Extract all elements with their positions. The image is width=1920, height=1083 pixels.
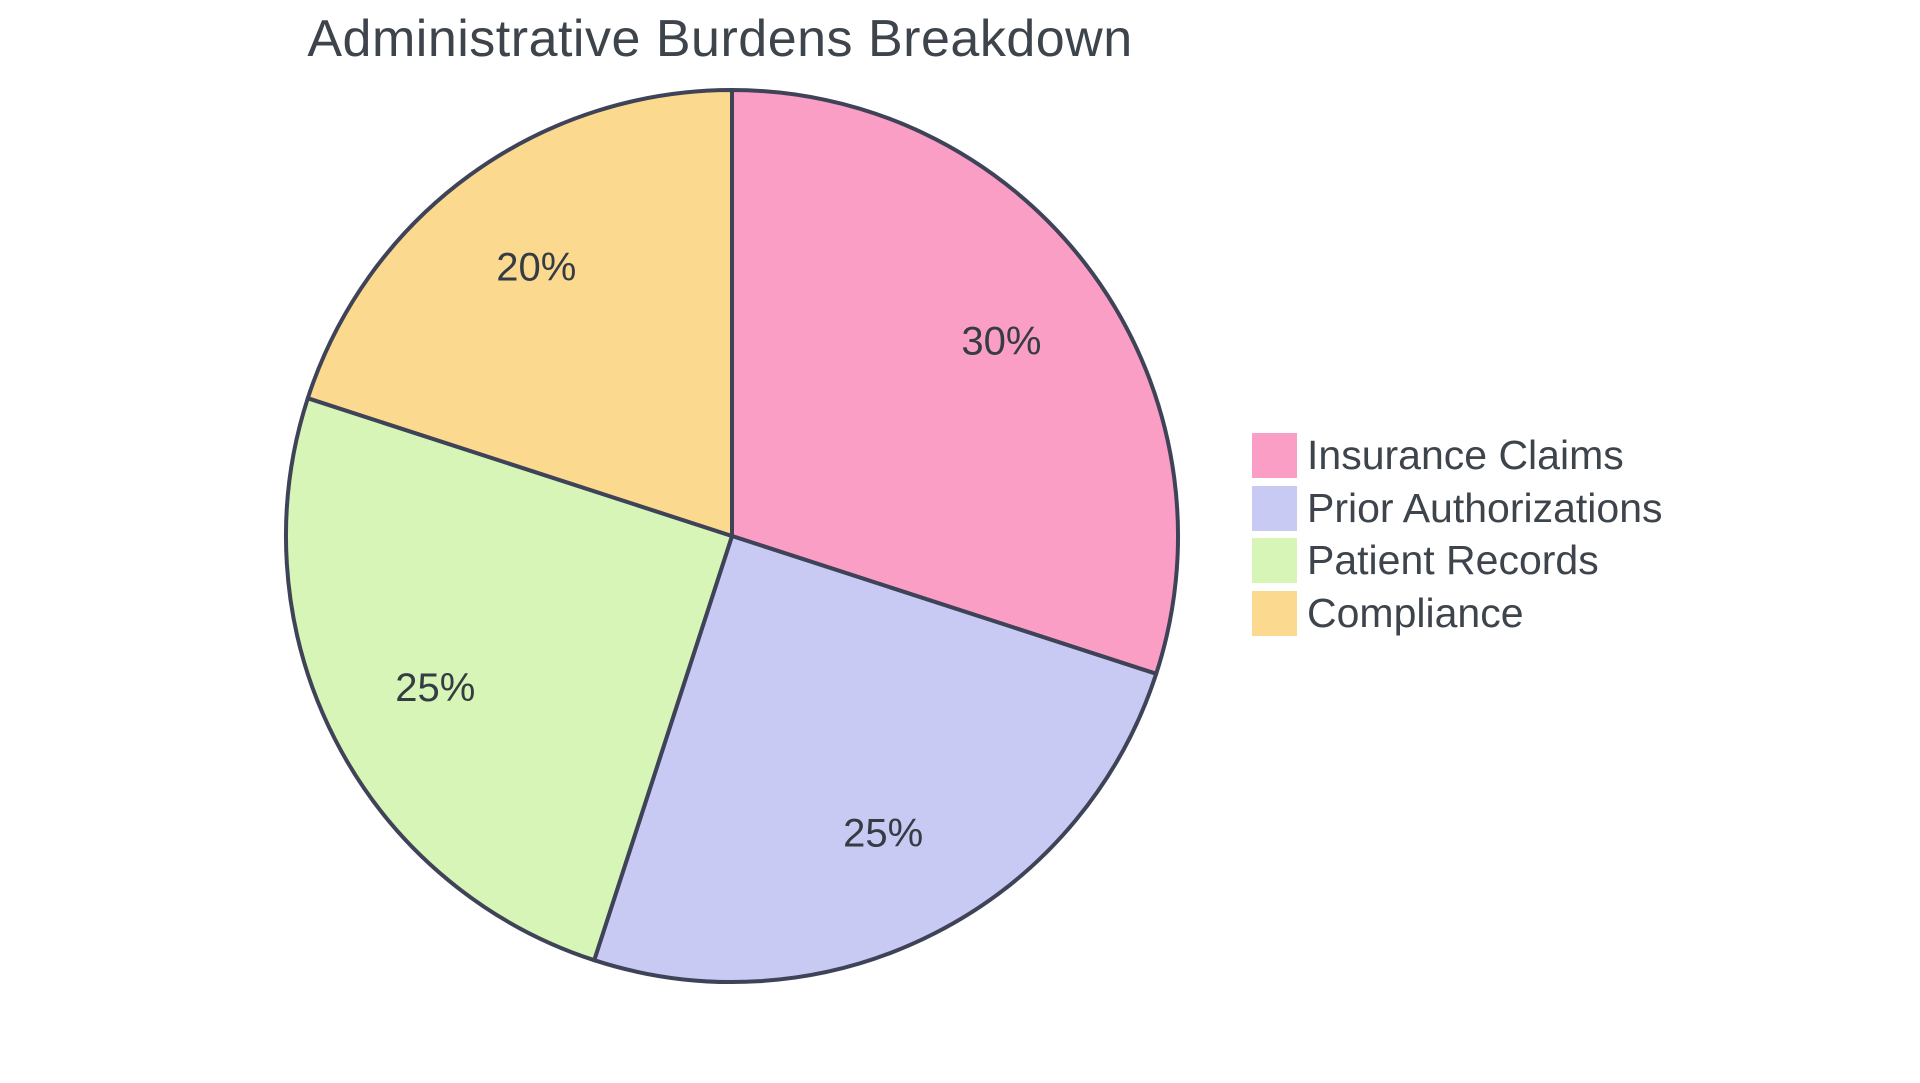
legend-swatch-insurance-claims: [1252, 433, 1297, 478]
legend-item-prior-authorizations[interactable]: Prior Authorizations: [1252, 484, 1663, 531]
chart-title: Administrative Burdens Breakdown: [307, 10, 1133, 68]
pie-slice-prior-authorizations: [592, 534, 1159, 985]
legend-swatch-prior-authorizations: [1252, 485, 1297, 531]
legend-label-insurance-claims: Insurance Claims: [1307, 432, 1624, 478]
legend-item-insurance-claims[interactable]: Insurance Claims: [1252, 433, 1663, 478]
legend-item-patient-records[interactable]: Patient Records: [1252, 538, 1663, 583]
legend-swatch-compliance: [1252, 590, 1297, 636]
legend-label-prior-authorizations: Prior Authorizations: [1307, 484, 1663, 531]
pie-slice-value-label-insurance-claims: 30%: [961, 319, 1041, 363]
pie-slice-value-label-compliance: 20%: [496, 246, 576, 290]
pie-slice-value-label-patient-records: 25%: [395, 666, 475, 710]
pie-slice-labels: 30% 25% 25% 20%: [395, 246, 1041, 856]
pie-slice-compliance: [305, 88, 734, 538]
legend: Insurance Claims Prior Authorizations Pati…: [1252, 433, 1663, 636]
legend-swatch-patient-records: [1252, 538, 1297, 583]
pie-slice-patient-records: [283, 396, 734, 963]
legend-item-compliance[interactable]: Compliance: [1252, 589, 1663, 636]
legend-label-patient-records: Patient Records: [1307, 537, 1599, 583]
pie-slices: [283, 88, 1181, 985]
legend-label-compliance: Compliance: [1307, 589, 1524, 636]
pie-slice-insurance-claims: [730, 88, 1181, 676]
pie-slice-value-label-prior-authorizations: 25%: [843, 812, 923, 856]
